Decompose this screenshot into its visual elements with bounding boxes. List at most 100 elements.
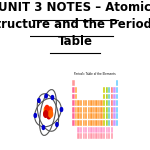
- Bar: [108, 107, 110, 113]
- Circle shape: [38, 99, 40, 102]
- Bar: [100, 100, 103, 106]
- Bar: [113, 107, 116, 113]
- Text: Periodic Table of the Elements: Periodic Table of the Elements: [75, 72, 116, 76]
- Bar: [113, 100, 116, 106]
- Bar: [111, 127, 113, 133]
- Bar: [72, 107, 75, 113]
- Text: Structure and the Periodic: Structure and the Periodic: [0, 18, 150, 31]
- Bar: [108, 94, 110, 99]
- Circle shape: [56, 123, 58, 126]
- Bar: [80, 127, 82, 133]
- Bar: [100, 113, 103, 119]
- Bar: [88, 107, 90, 113]
- Bar: [106, 120, 108, 126]
- Bar: [111, 133, 113, 139]
- Bar: [95, 120, 98, 126]
- Bar: [98, 107, 100, 113]
- Bar: [93, 107, 95, 113]
- Bar: [90, 113, 93, 119]
- Bar: [90, 127, 93, 133]
- Bar: [106, 127, 108, 133]
- Bar: [88, 100, 90, 106]
- Bar: [108, 127, 110, 133]
- Bar: [98, 100, 100, 106]
- Bar: [113, 113, 116, 119]
- Bar: [113, 94, 116, 99]
- Bar: [108, 87, 110, 93]
- Bar: [72, 100, 75, 106]
- Bar: [77, 120, 80, 126]
- Bar: [113, 120, 116, 126]
- Bar: [82, 107, 85, 113]
- Bar: [90, 100, 93, 106]
- Bar: [88, 127, 90, 133]
- Bar: [93, 113, 95, 119]
- Bar: [85, 107, 87, 113]
- Bar: [95, 133, 98, 139]
- Bar: [111, 120, 113, 126]
- Bar: [111, 87, 113, 93]
- Bar: [116, 100, 118, 106]
- Bar: [85, 100, 87, 106]
- Bar: [77, 133, 80, 139]
- Bar: [113, 87, 116, 93]
- Text: Table: Table: [57, 35, 93, 48]
- Bar: [111, 94, 113, 99]
- Bar: [85, 113, 87, 119]
- Bar: [90, 107, 93, 113]
- Bar: [116, 80, 118, 86]
- Bar: [88, 133, 90, 139]
- Bar: [77, 100, 80, 106]
- Bar: [85, 133, 87, 139]
- Circle shape: [51, 96, 54, 99]
- Bar: [72, 94, 75, 99]
- Bar: [95, 127, 98, 133]
- Bar: [75, 113, 77, 119]
- Bar: [88, 120, 90, 126]
- Circle shape: [48, 107, 52, 114]
- Bar: [77, 127, 80, 133]
- Bar: [116, 107, 118, 113]
- Bar: [103, 127, 105, 133]
- Bar: [82, 127, 85, 133]
- Bar: [82, 133, 85, 139]
- Bar: [88, 113, 90, 119]
- Text: UNIT 3 NOTES – Atomic: UNIT 3 NOTES – Atomic: [0, 1, 150, 14]
- Bar: [103, 113, 105, 119]
- Bar: [77, 107, 80, 113]
- Bar: [103, 100, 105, 106]
- Bar: [100, 133, 103, 139]
- Bar: [98, 120, 100, 126]
- Circle shape: [44, 111, 48, 117]
- Bar: [116, 113, 118, 119]
- Bar: [98, 133, 100, 139]
- Bar: [75, 94, 77, 99]
- Bar: [85, 127, 87, 133]
- Bar: [103, 87, 105, 93]
- Bar: [80, 107, 82, 113]
- Bar: [100, 120, 103, 126]
- Bar: [108, 113, 110, 119]
- Bar: [108, 120, 110, 126]
- Bar: [103, 133, 105, 139]
- Bar: [72, 87, 75, 93]
- Bar: [98, 113, 100, 119]
- Bar: [106, 113, 108, 119]
- Bar: [93, 100, 95, 106]
- Bar: [98, 127, 100, 133]
- Bar: [82, 100, 85, 106]
- Bar: [90, 133, 93, 139]
- Bar: [80, 113, 82, 119]
- Circle shape: [42, 126, 45, 129]
- Bar: [95, 100, 98, 106]
- Circle shape: [45, 94, 47, 98]
- Bar: [77, 113, 80, 119]
- Bar: [106, 133, 108, 139]
- Bar: [103, 120, 105, 126]
- Circle shape: [47, 112, 51, 119]
- Bar: [100, 127, 103, 133]
- Bar: [93, 120, 95, 126]
- Circle shape: [49, 111, 53, 117]
- Bar: [72, 120, 75, 126]
- Circle shape: [60, 108, 63, 111]
